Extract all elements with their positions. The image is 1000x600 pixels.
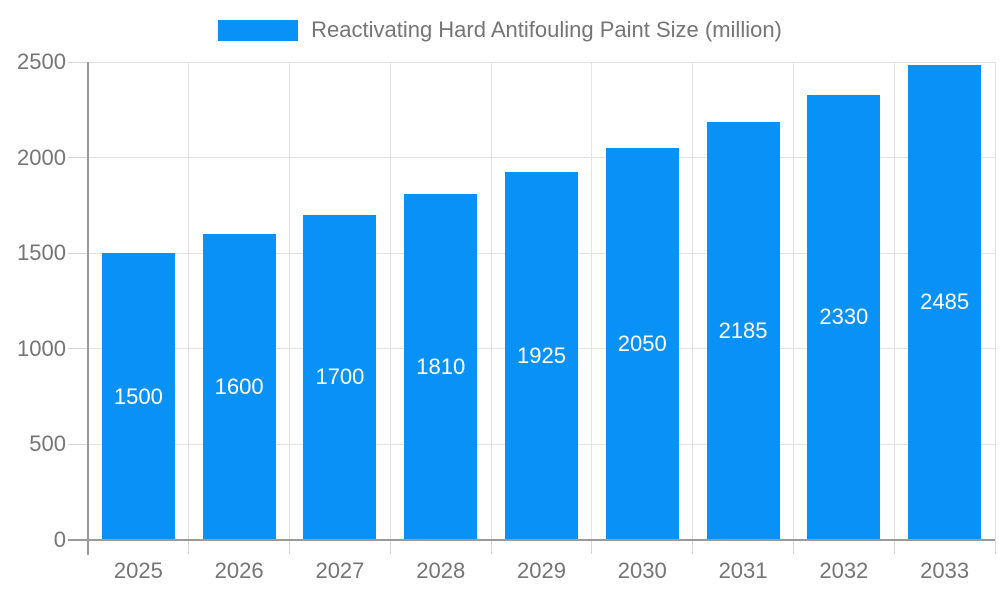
y-tick-label: 1500 bbox=[17, 240, 66, 266]
x-tick-label: 2033 bbox=[920, 558, 970, 583]
x-gridline bbox=[591, 62, 593, 540]
y-tick-label: 2500 bbox=[17, 49, 66, 74]
x-tick-label: 2027 bbox=[315, 558, 365, 583]
y-axis-tick bbox=[68, 157, 88, 159]
x-tick-label: 2029 bbox=[517, 558, 566, 583]
x-axis-tick bbox=[188, 540, 190, 554]
x-axis-line bbox=[68, 539, 995, 541]
bar-value-label: 1810 bbox=[416, 353, 466, 379]
bar-value-label: 1700 bbox=[315, 364, 365, 390]
x-axis-tick bbox=[994, 540, 996, 554]
x-axis-tick bbox=[289, 540, 291, 554]
y-axis-tick bbox=[68, 348, 88, 350]
x-axis-tick bbox=[490, 540, 492, 554]
y-axis-tick bbox=[68, 443, 88, 445]
x-axis-tick bbox=[591, 540, 593, 554]
x-axis-tick bbox=[893, 540, 895, 554]
legend-swatch bbox=[218, 19, 299, 41]
x-tick-label: 2031 bbox=[718, 558, 768, 583]
bar-value-label: 1600 bbox=[214, 374, 264, 400]
y-axis-tick bbox=[68, 61, 88, 63]
x-gridline bbox=[994, 62, 996, 540]
y-tick-label: 0 bbox=[53, 527, 66, 552]
bar-value-label: 2330 bbox=[819, 304, 869, 330]
bar-value-label: 1925 bbox=[517, 342, 566, 368]
x-axis-tick bbox=[792, 540, 794, 554]
bar[interactable] bbox=[505, 171, 578, 540]
legend-label: Reactivating Hard Antifouling Paint Size… bbox=[311, 17, 782, 42]
bar-value-label: 2485 bbox=[920, 289, 970, 315]
bar[interactable] bbox=[706, 122, 780, 540]
y-tick-label: 500 bbox=[29, 431, 66, 457]
x-gridline bbox=[792, 62, 794, 540]
x-tick-label: 2030 bbox=[617, 558, 667, 583]
y-gridline bbox=[88, 61, 995, 63]
bar-value-label: 2050 bbox=[617, 331, 667, 357]
x-axis-tick bbox=[692, 540, 694, 554]
x-gridline bbox=[289, 62, 291, 540]
bar[interactable] bbox=[807, 94, 881, 540]
bar-value-label: 1500 bbox=[113, 383, 163, 409]
bar[interactable] bbox=[908, 64, 982, 540]
y-axis-line bbox=[87, 62, 89, 555]
x-tick-label: 2025 bbox=[113, 558, 163, 583]
y-tick-label: 2000 bbox=[17, 144, 66, 170]
x-gridline bbox=[893, 62, 895, 540]
y-tick-label: 1000 bbox=[17, 335, 66, 361]
x-gridline bbox=[389, 62, 391, 540]
bar[interactable] bbox=[404, 193, 478, 540]
x-tick-label: 2026 bbox=[214, 558, 264, 583]
y-axis-tick bbox=[68, 252, 88, 254]
legend: Reactivating Hard Antifouling Paint Size… bbox=[0, 17, 1000, 43]
x-tick-label: 2032 bbox=[819, 558, 869, 583]
plot-area: 1500 1600 1700 1810 1925 2050 2185 2330 2485 bbox=[68, 61, 996, 555]
bar[interactable] bbox=[605, 148, 679, 540]
x-tick-label: 2028 bbox=[416, 558, 466, 583]
bar-value-label: 2185 bbox=[718, 318, 768, 344]
x-gridline bbox=[692, 62, 694, 540]
x-gridline bbox=[188, 62, 190, 540]
y-gridline bbox=[88, 157, 995, 159]
x-axis-tick bbox=[389, 540, 391, 554]
bar[interactable] bbox=[202, 234, 276, 540]
bar[interactable] bbox=[303, 214, 377, 540]
x-gridline bbox=[490, 62, 492, 540]
bar[interactable] bbox=[101, 253, 175, 540]
